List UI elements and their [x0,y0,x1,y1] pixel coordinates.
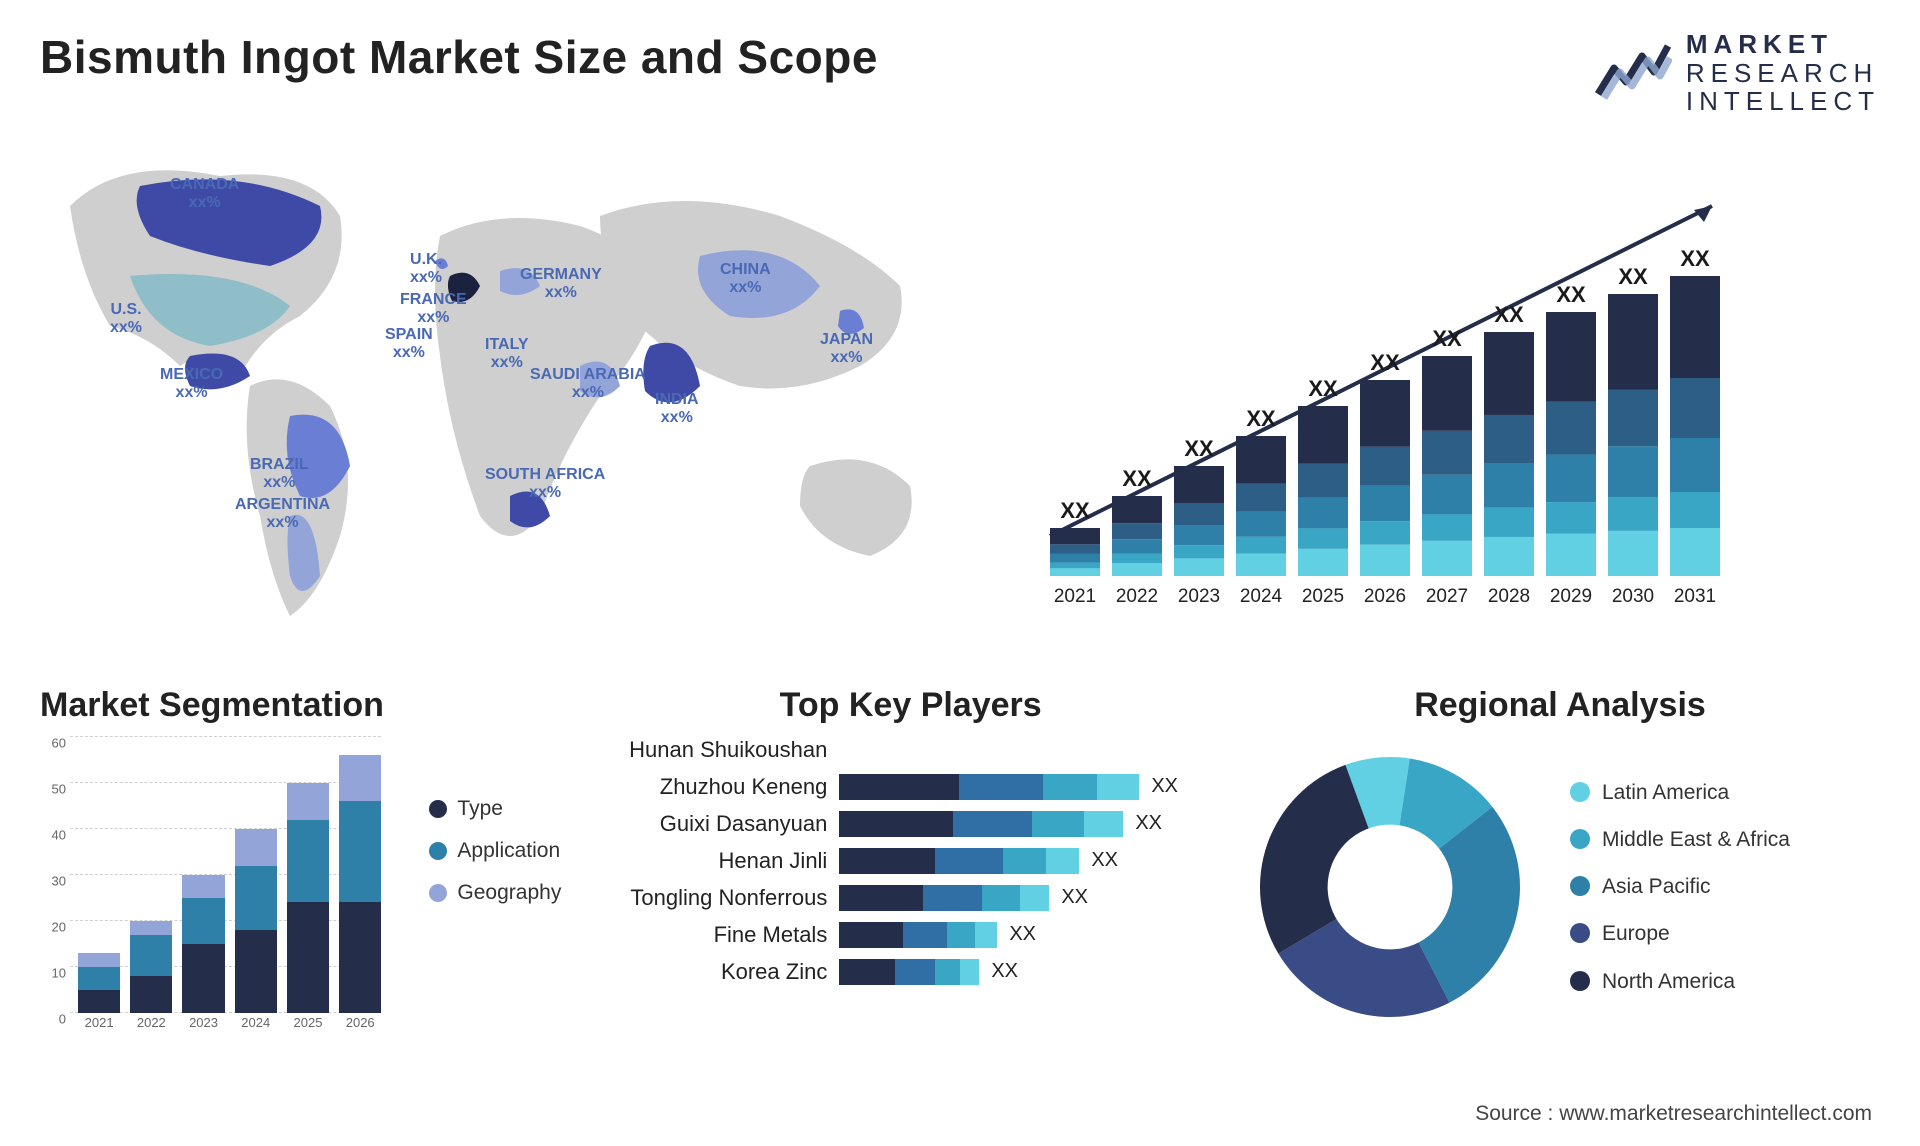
players-title: Top Key Players [601,686,1220,725]
regional-panel: Regional Analysis Latin America Middle Ea… [1240,686,1880,1037]
svg-text:XX: XX [1494,302,1524,327]
logo-text-2: RESEARCH [1686,59,1880,88]
legend-item: Type [429,797,561,821]
svg-text:2029: 2029 [1550,586,1592,607]
legend-item: North America [1570,969,1790,994]
segmentation-title: Market Segmentation [40,686,581,725]
map-label: U.S.xx% [110,301,142,338]
source-attribution: Source : www.marketresearchintellect.com [1475,1102,1872,1126]
player-row: Guixi DasanyuanXX [607,811,1220,837]
legend-item: Middle East & Africa [1570,827,1790,852]
map-label: JAPANxx% [820,331,873,368]
players-panel: Top Key Players Hunan Shuikoushan Zhuzhou… [601,686,1220,1037]
map-label: ARGENTINAxx% [235,496,330,533]
svg-text:XX: XX [1246,406,1276,431]
svg-text:2021: 2021 [1054,586,1096,607]
map-label: U.K.xx% [410,251,442,288]
svg-text:XX: XX [1122,466,1152,491]
logo-icon [1594,38,1672,108]
segmentation-panel: Market Segmentation 01020304050602021202… [40,686,581,1037]
svg-text:2028: 2028 [1488,586,1530,607]
svg-text:2023: 2023 [1178,586,1220,607]
map-label: FRANCExx% [400,291,467,328]
segmentation-chart: 0102030405060202120222023202420252026Typ… [40,737,581,1037]
legend-item: Europe [1570,921,1790,946]
map-label: INDIAxx% [655,391,699,428]
svg-text:XX: XX [1308,376,1338,401]
player-row: Henan JinliXX [607,848,1220,874]
map-label: SPAINxx% [385,326,433,363]
growth-bar-chart: XX 2021 XX 2022 XX 2023 XX 2024 XX 2025 XX 2026 XX 20… [1000,136,1880,646]
legend-item: Application [429,839,561,863]
map-label: GERMANYxx% [520,266,602,303]
svg-text:2026: 2026 [1364,586,1406,607]
player-row: Hunan Shuikoushan [607,737,1220,763]
map-label: ITALYxx% [485,336,529,373]
svg-text:2027: 2027 [1426,586,1468,607]
map-label: SAUDI ARABIAxx% [530,366,646,403]
regional-title: Regional Analysis [1240,686,1880,725]
page-title: Bismuth Ingot Market Size and Scope [40,30,878,84]
map-label: SOUTH AFRICAxx% [485,466,605,503]
legend-item: Asia Pacific [1570,874,1790,899]
svg-text:XX: XX [1370,350,1400,375]
svg-text:2025: 2025 [1302,586,1344,607]
regional-donut-chart [1240,737,1540,1037]
map-label: MEXICOxx% [160,366,223,403]
svg-text:XX: XX [1680,246,1710,271]
player-row: Zhuzhou KenengXX [607,774,1220,800]
svg-text:2031: 2031 [1674,586,1716,607]
svg-text:2024: 2024 [1240,586,1283,607]
regional-legend: Latin America Middle East & Africa Asia Pa… [1570,780,1790,994]
logo-text-3: INTELLECT [1686,87,1880,116]
world-map: CANADAxx% U.S.xx% MEXICOxx% BRAZILxx%ARGENT… [40,136,960,646]
svg-text:XX: XX [1618,264,1648,289]
svg-text:2022: 2022 [1116,586,1158,607]
legend-item: Geography [429,881,561,905]
svg-text:XX: XX [1060,498,1090,523]
logo-text-1: MARKET [1686,30,1880,59]
player-row: Fine MetalsXX [607,922,1220,948]
player-row: Korea ZincXX [607,959,1220,985]
svg-text:XX: XX [1184,436,1214,461]
player-row: Tongling NonferrousXX [607,885,1220,911]
legend-item: Latin America [1570,780,1790,805]
map-label: CANADAxx% [170,176,239,213]
svg-text:2030: 2030 [1612,586,1654,607]
svg-text:XX: XX [1556,282,1586,307]
map-label: BRAZILxx% [250,456,309,493]
brand-logo: MARKET RESEARCH INTELLECT [1594,30,1880,116]
map-label: CHINAxx% [720,261,771,298]
svg-text:XX: XX [1432,326,1462,351]
players-bar-chart: Hunan Shuikoushan Zhuzhou KenengXX Guixi D… [601,737,1220,985]
